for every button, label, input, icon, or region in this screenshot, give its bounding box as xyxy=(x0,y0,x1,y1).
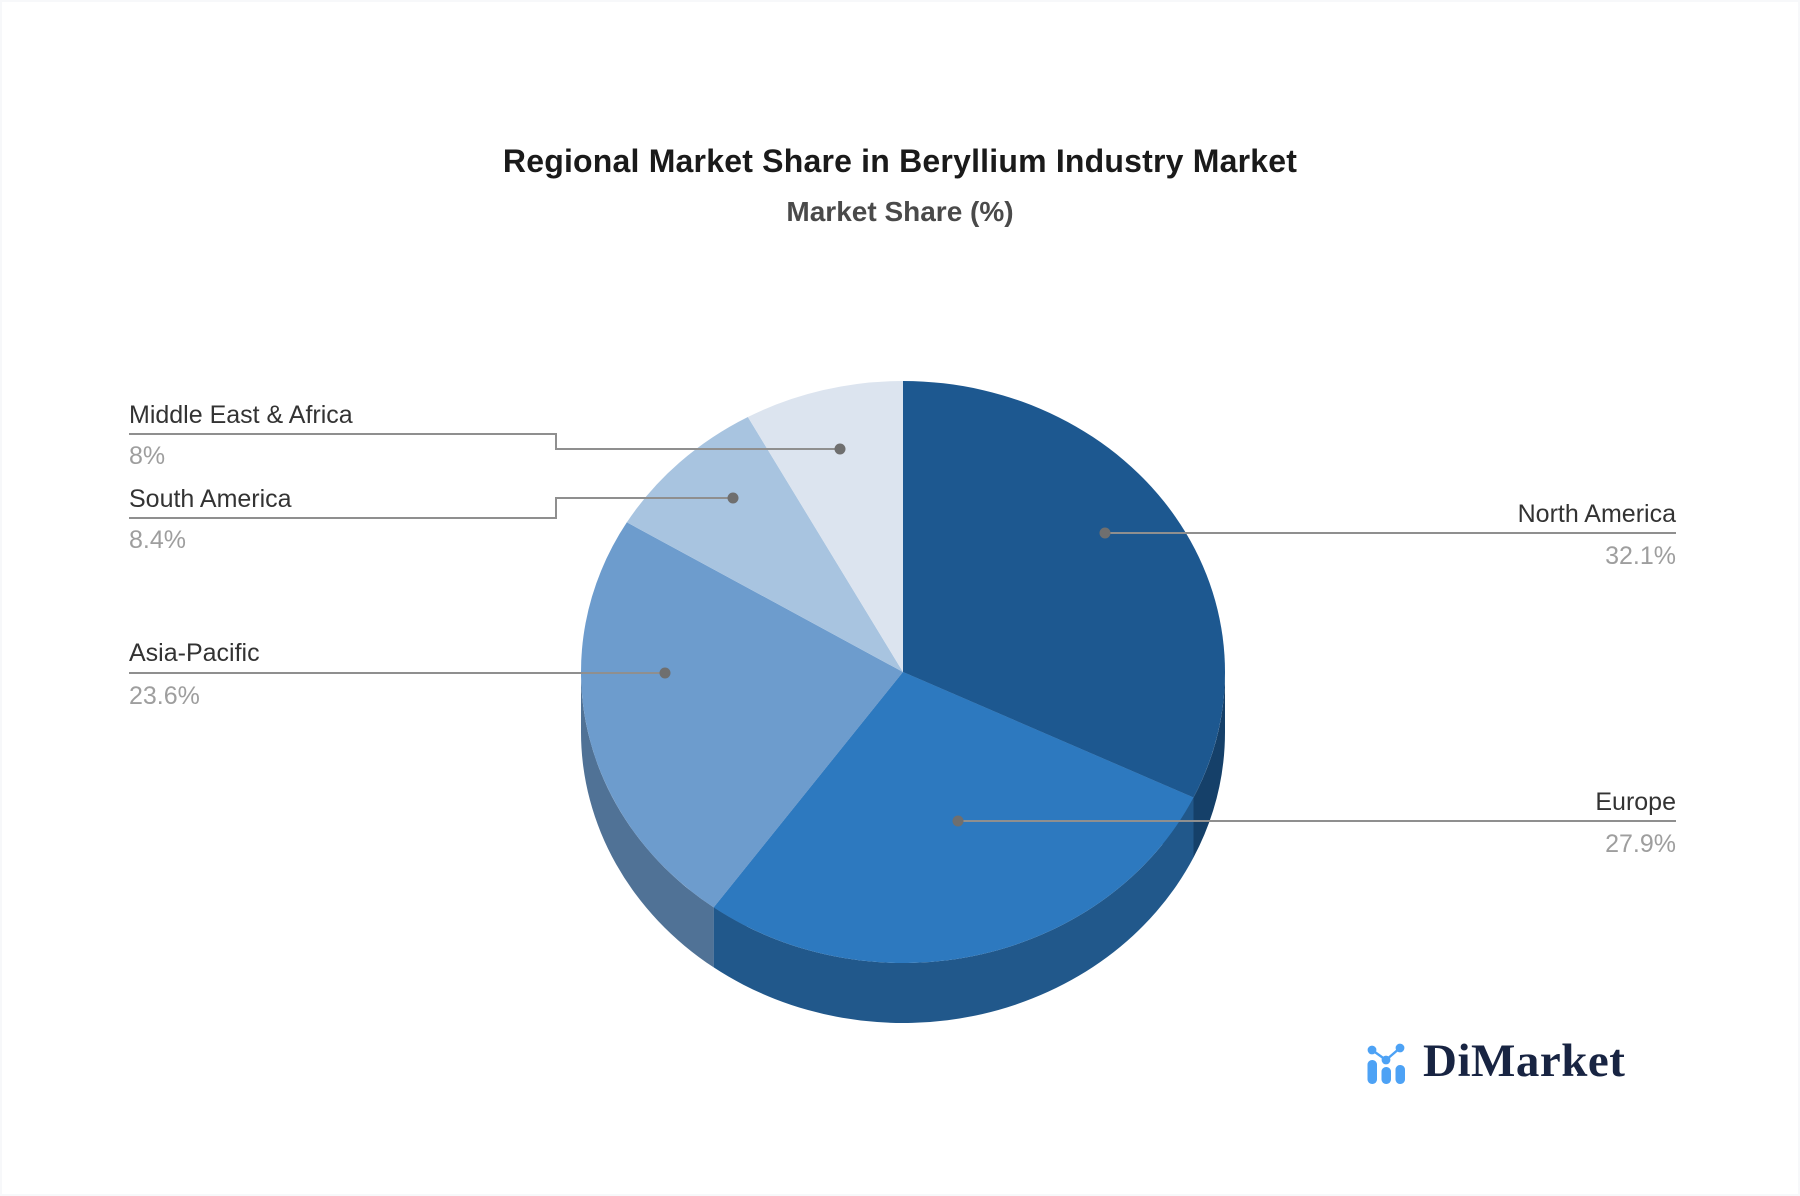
pie-slice-middle-east-africa[interactable] xyxy=(747,381,903,672)
slice-label: Middle East & Africa xyxy=(129,401,353,429)
slice-value: 8% xyxy=(129,442,166,470)
pie-slice-europe[interactable] xyxy=(713,672,1194,963)
slice-value: 27.9% xyxy=(1605,830,1676,858)
callout-dot-europe xyxy=(952,815,964,827)
pie-rim-north-america xyxy=(1193,672,1225,858)
pie-rim-asia-pacific xyxy=(581,672,714,968)
slice-value: 32.1% xyxy=(1605,542,1676,570)
dimarket-logo: DiMarket xyxy=(1362,1038,1625,1085)
callout-middle-east-africa: Middle East & Africa 8% xyxy=(129,401,353,471)
slice-value: 8.4% xyxy=(129,526,186,554)
callout-dot-north-america xyxy=(1099,527,1111,539)
slice-label: Asia-Pacific xyxy=(129,639,260,667)
callout-south-america: South America 8.4% xyxy=(129,485,292,555)
chart-title: Regional Market Share in Beryllium Indus… xyxy=(502,143,1298,179)
callout-line-middle-east-africa xyxy=(129,433,835,450)
slice-value: 23.6% xyxy=(129,682,200,710)
chart-subtitle: Market Share (%) xyxy=(786,196,1014,227)
pie-slice-asia-pacific[interactable] xyxy=(581,522,903,908)
pie-slice-south-america[interactable] xyxy=(626,416,903,672)
callout-asia-pacific: Asia-Pacific 23.6% xyxy=(129,639,260,711)
slice-label: South America xyxy=(129,485,292,513)
pie-slice-north-america[interactable] xyxy=(903,381,1225,798)
callout-line-south-america xyxy=(129,497,728,519)
callout-north-america: North America 32.1% xyxy=(1518,500,1676,571)
logo-text: DiMarket xyxy=(1423,1035,1626,1087)
pie-rim-europe xyxy=(713,797,1194,1023)
slice-label: North America xyxy=(1517,500,1676,528)
callout-dot-asia-pacific xyxy=(659,667,671,679)
logo-bars-icon xyxy=(1367,1043,1405,1084)
callout-dot-middle-east-africa xyxy=(834,443,846,455)
callout-europe: Europe 27.9% xyxy=(1595,788,1676,859)
callout-dot-south-america xyxy=(727,492,739,504)
slice-label: Europe xyxy=(1595,788,1676,816)
